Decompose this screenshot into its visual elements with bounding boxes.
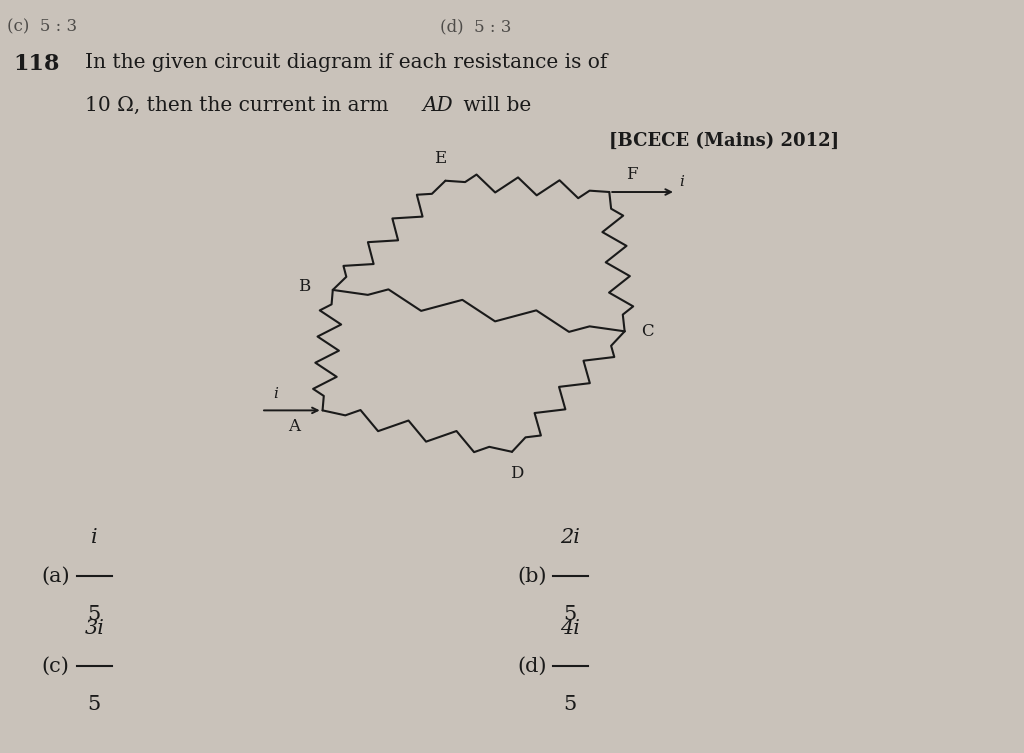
Text: D: D <box>510 465 524 483</box>
Text: F: F <box>626 166 637 183</box>
Text: 10 Ω, then the current in arm: 10 Ω, then the current in arm <box>85 96 395 114</box>
Text: (c)  5 : 3: (c) 5 : 3 <box>7 19 77 36</box>
Text: A: A <box>288 418 300 435</box>
Text: 5: 5 <box>564 695 577 714</box>
Text: C: C <box>641 323 653 340</box>
Text: (d)  5 : 3: (d) 5 : 3 <box>440 19 512 36</box>
Text: will be: will be <box>457 96 531 114</box>
Text: 4i: 4i <box>560 619 581 638</box>
Text: i: i <box>91 529 97 547</box>
Text: AD: AD <box>423 96 454 114</box>
Text: (b): (b) <box>517 566 547 586</box>
Text: In the given circuit diagram if each resistance is of: In the given circuit diagram if each res… <box>85 53 607 72</box>
Text: B: B <box>298 278 310 294</box>
Text: (a): (a) <box>41 566 70 586</box>
Text: E: E <box>434 150 446 167</box>
Text: [BCECE (Mains) 2012]: [BCECE (Mains) 2012] <box>609 132 840 150</box>
Text: (c): (c) <box>41 657 69 676</box>
Text: i: i <box>273 387 279 401</box>
Text: (d): (d) <box>517 657 547 676</box>
Text: 118: 118 <box>13 53 59 75</box>
Text: 3i: 3i <box>84 619 104 638</box>
Text: 5: 5 <box>564 605 577 623</box>
Text: 2i: 2i <box>560 529 581 547</box>
Text: 5: 5 <box>88 605 100 623</box>
Text: 5: 5 <box>88 695 100 714</box>
Text: i: i <box>679 175 684 189</box>
